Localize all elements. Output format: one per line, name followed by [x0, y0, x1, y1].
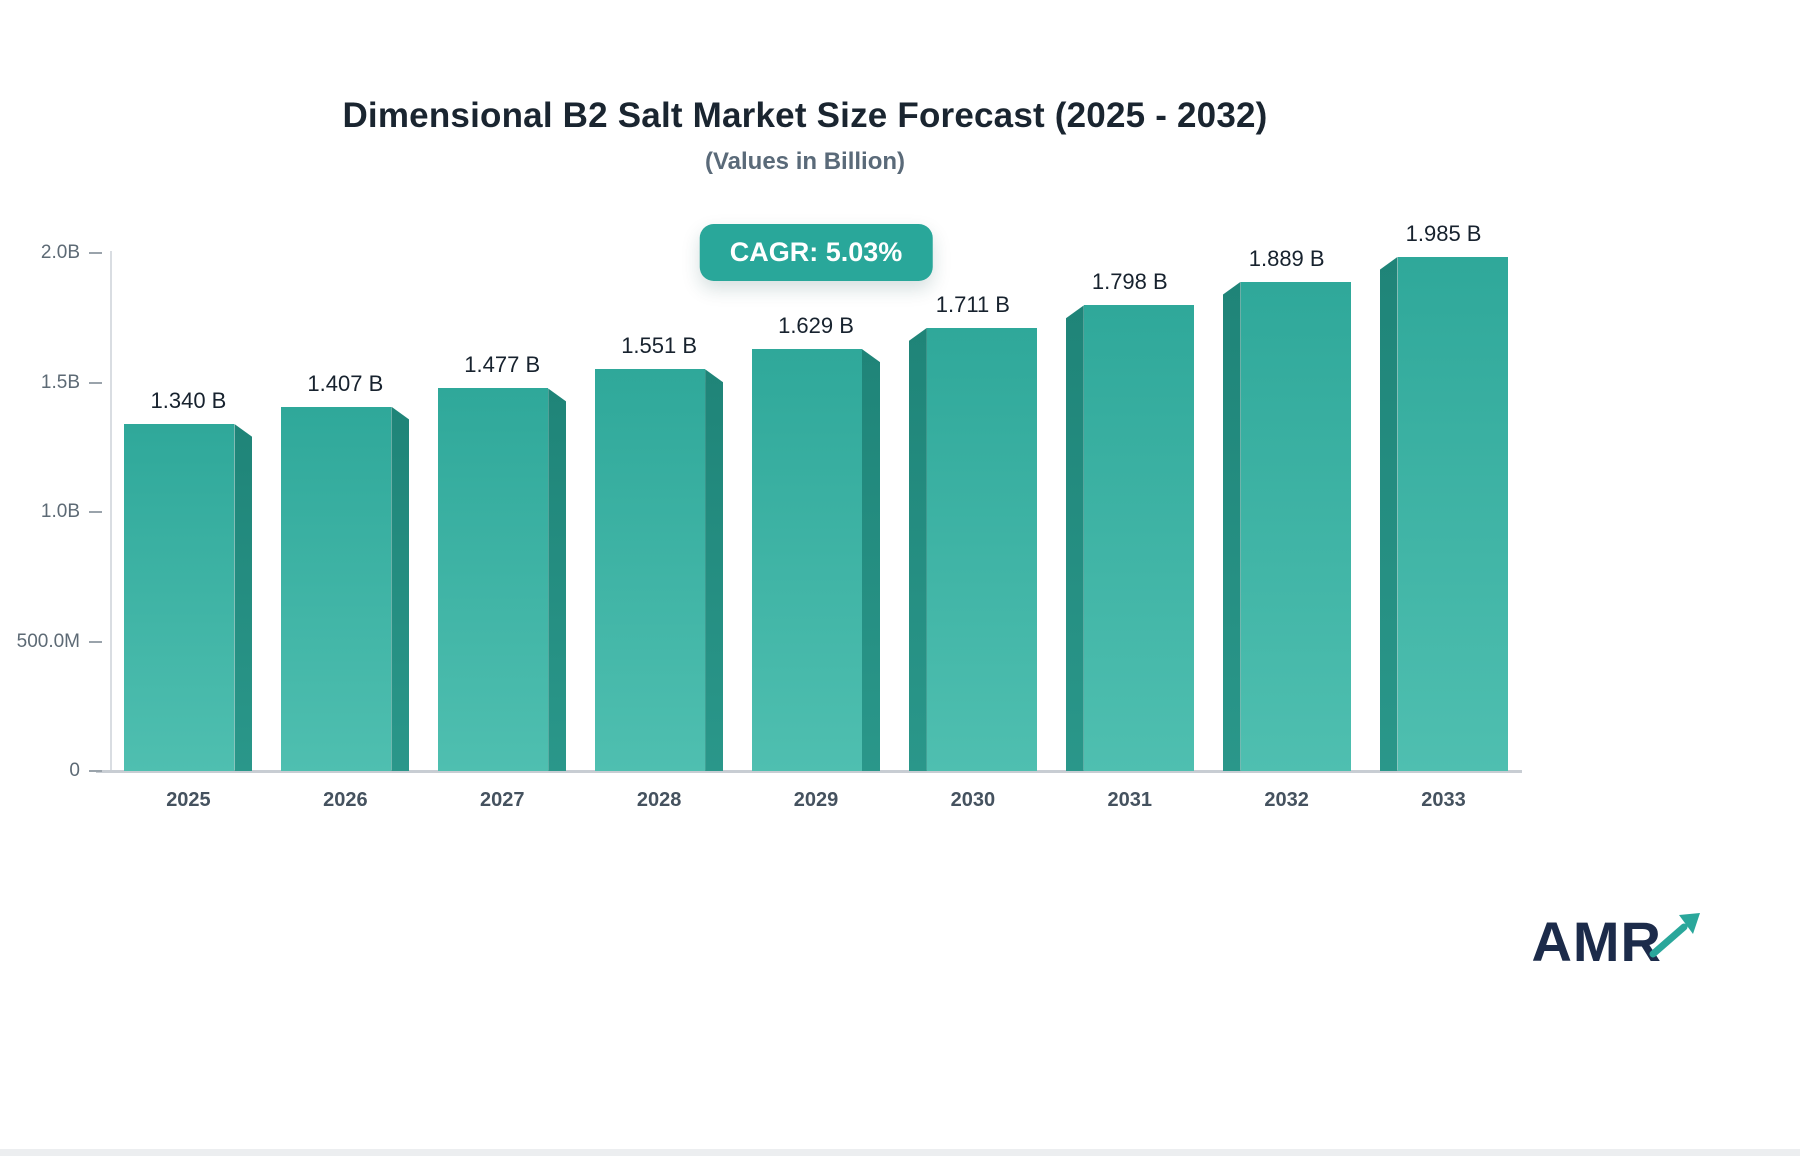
amr-logo-text: AMR: [1531, 910, 1662, 973]
bar-side-face: [1379, 256, 1398, 771]
x-axis-label-2028: 2028: [636, 789, 682, 811]
chart-header: Dimensional B2 Salt Market Size Forecast…: [0, 0, 1610, 176]
bar-2029: 1.629 B: [752, 313, 880, 771]
bar-value-label: 1.629 B: [778, 313, 854, 339]
bar-front-face: [1240, 281, 1351, 771]
amr-logo: AMR: [1531, 909, 1704, 974]
bar-2033: 1.985 B: [1379, 221, 1508, 771]
bar-front-face: [438, 388, 549, 771]
bar-value-label: 1.407 B: [307, 370, 384, 396]
bar-front-face: [1083, 305, 1194, 771]
bar-2028: 1.551 B: [595, 333, 724, 771]
y-tick-mark: [89, 252, 102, 254]
bar-front-face: [1397, 256, 1508, 771]
x-axis-label-2029: 2029: [793, 789, 839, 811]
y-tick-label: 2.0B: [40, 242, 80, 263]
y-tick-mark: [89, 511, 102, 513]
bar-value-label: 1.889 B: [1248, 245, 1325, 271]
page-bottom-edge: [0, 1149, 1800, 1156]
bar-side-face: [1065, 305, 1084, 771]
bar-2031: 1.798 B: [1065, 269, 1194, 771]
bar-side-face: [1222, 281, 1241, 771]
bar-value-label: 1.340 B: [150, 387, 227, 413]
y-tick-label: 1.0B: [40, 501, 80, 522]
bar-front-face: [281, 406, 392, 771]
bar-side-face: [234, 423, 253, 771]
y-tick: 1.5B: [41, 372, 102, 394]
chart-title: Dimensional B2 Salt Market Size Forecast…: [342, 96, 1268, 135]
bar-front-face: [595, 369, 706, 771]
x-axis-label-2025: 2025: [166, 789, 211, 811]
cagr-badge: CAGR: 5.03%: [699, 224, 933, 281]
bar-2026: 1.407 B: [281, 371, 410, 771]
y-tick: 500.0M: [17, 631, 102, 653]
y-tick-mark: [89, 640, 102, 643]
bar-value-label: 1.477 B: [464, 352, 541, 378]
x-axis-baseline: [96, 770, 1522, 773]
x-axis-label-2033: 2033: [1421, 789, 1466, 811]
bar-side-face: [908, 327, 927, 771]
bar-front-face: [926, 327, 1037, 771]
bar-value-label: 1.798 B: [1091, 269, 1168, 295]
bar-2032: 1.889 B: [1222, 246, 1351, 771]
y-tick-label: 1.5B: [40, 371, 80, 393]
chart-subtitle: (Values in Billion): [704, 148, 906, 175]
bar-2030: 1.711 B: [908, 292, 1037, 771]
y-tick: 0: [69, 760, 102, 782]
bar-side-face: [391, 406, 410, 771]
x-axis-label-2026: 2026: [323, 789, 368, 811]
bar-value-label: 1.985 B: [1405, 220, 1482, 246]
plot-region: CAGR: 5.03% 2.0B 1.5B 1.0B 500.0M 0 1.340 B 2…: [17, 221, 1522, 811]
bar-side-face: [862, 349, 880, 771]
bar-2025: 1.340 B: [124, 388, 253, 771]
y-tick-mark: [89, 381, 102, 384]
x-axis-label-2031: 2031: [1107, 789, 1153, 811]
bar-value-label: 1.711 B: [935, 291, 1010, 317]
bar-side-face: [548, 388, 567, 771]
x-axis-label-2030: 2030: [950, 789, 996, 811]
y-tick-label: 500.0M: [16, 630, 80, 652]
y-tick-mark: [89, 770, 102, 772]
bar-value-label: 1.551 B: [621, 333, 698, 359]
bar-side-face: [705, 369, 724, 771]
x-axis-label-2032: 2032: [1264, 789, 1309, 811]
bar-front-face: [124, 423, 235, 771]
x-axis-label-2027: 2027: [479, 789, 525, 811]
y-tick: 1.0B: [41, 501, 102, 523]
y-axis-line: [110, 251, 112, 771]
bar-front-face: [752, 349, 862, 771]
y-tick-label: 0: [69, 760, 80, 781]
y-tick: 2.0B: [41, 242, 102, 264]
bar-2027: 1.477 B: [438, 352, 567, 771]
trend-up-arrow-icon: [1646, 910, 1704, 965]
